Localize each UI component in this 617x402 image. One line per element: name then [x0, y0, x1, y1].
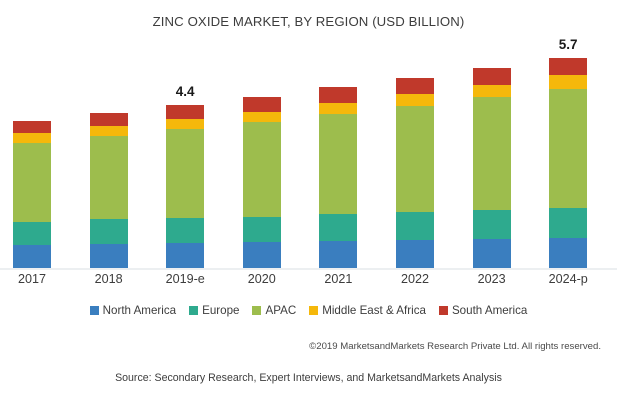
bar-stack	[89, 112, 128, 268]
legend-swatch-icon	[89, 306, 99, 315]
source-note: Source: Secondary Research, Expert Inter…	[115, 372, 502, 384]
bar-segment-middle-east-africa[interactable]	[13, 133, 51, 143]
bar-segment-middle-east-africa[interactable]	[89, 126, 128, 136]
legend-swatch-icon	[309, 306, 319, 315]
x-tick-2023: 2023	[477, 272, 506, 286]
bar-segment-europe[interactable]	[166, 218, 205, 243]
bar-group-2021[interactable]	[319, 87, 358, 268]
bar-segment-apac[interactable]	[89, 135, 128, 220]
bar-segment-apac[interactable]	[319, 114, 358, 215]
bar-segment-north-america[interactable]	[166, 243, 205, 268]
bar-segment-south-america[interactable]	[396, 77, 434, 95]
bar-segment-apac[interactable]	[396, 105, 434, 213]
bar-segment-south-america[interactable]	[319, 87, 358, 103]
bar-segment-north-america[interactable]	[396, 240, 434, 268]
bar-segment-middle-east-africa[interactable]	[472, 84, 511, 98]
chart-legend: North America Europe APAC Middle East & Afr…	[0, 304, 617, 317]
bar-segment-europe[interactable]	[472, 209, 511, 239]
bar-group-2024-p[interactable]: 5.7	[549, 37, 588, 268]
bar-group-2020[interactable]	[242, 97, 281, 268]
legend-label: North America	[102, 304, 177, 317]
bar-group-2019-e[interactable]: 4.4	[166, 84, 205, 268]
bar-group-2023[interactable]	[472, 67, 511, 268]
bar-segment-europe[interactable]	[242, 216, 281, 243]
legend-item-apac[interactable]: APAC	[252, 304, 296, 317]
bar-segment-north-america[interactable]	[89, 243, 128, 268]
bar-segment-europe[interactable]	[396, 212, 434, 241]
bar-group-2017[interactable]	[13, 120, 51, 268]
axis-baseline	[0, 268, 617, 270]
legend-label: South America	[451, 304, 528, 317]
x-tick-2018: 2018	[94, 272, 123, 286]
x-tick-2022: 2022	[400, 272, 430, 286]
bar-stack	[396, 77, 434, 268]
bar-group-2018[interactable]	[89, 112, 128, 268]
bar-segment-apac[interactable]	[166, 129, 205, 218]
legend-item-europe[interactable]: Europe	[189, 304, 239, 317]
bar-segment-europe[interactable]	[13, 221, 51, 245]
bar-segment-europe[interactable]	[89, 219, 128, 244]
bar-segment-apac[interactable]	[472, 97, 511, 210]
bar-segment-middle-east-africa[interactable]	[396, 94, 434, 106]
bar-segment-middle-east-africa[interactable]	[549, 75, 588, 89]
bar-segment-north-america[interactable]	[13, 244, 51, 268]
bar-segment-south-america[interactable]	[242, 97, 281, 112]
legend-item-south-america[interactable]: South America	[438, 304, 528, 317]
bar-segment-europe[interactable]	[549, 207, 588, 238]
x-tick-2020: 2020	[247, 272, 276, 286]
x-tick-2021: 2021	[324, 272, 353, 286]
bar-segment-north-america[interactable]	[319, 241, 358, 268]
bar-segment-north-america[interactable]	[242, 242, 281, 268]
legend-label: Middle East & Africa	[322, 304, 426, 317]
bar-stack	[242, 97, 281, 268]
x-tick-2017: 2017	[17, 272, 47, 286]
x-axis-tick-labels: 2017 2018 2019-e 2020 2021 2022 2023 2024-p	[0, 272, 617, 294]
x-tick-2019-e: 2019-e	[165, 272, 205, 286]
bar-segment-apac[interactable]	[13, 142, 51, 222]
bar-segment-south-america[interactable]	[89, 112, 128, 127]
bar-segment-south-america[interactable]	[166, 105, 205, 120]
bar-stack	[13, 120, 51, 268]
bar-segment-middle-east-africa[interactable]	[242, 111, 281, 123]
bar-segment-europe[interactable]	[319, 214, 358, 242]
bar-segment-apac[interactable]	[549, 88, 588, 208]
legend-swatch-icon	[189, 306, 199, 315]
legend-item-north-america[interactable]: North America	[89, 304, 177, 317]
bar-segment-middle-east-africa[interactable]	[319, 102, 358, 115]
legend-swatch-icon	[438, 306, 448, 315]
x-tick-2024-p: 2024-p	[548, 272, 588, 286]
bar-stack	[319, 87, 358, 268]
bar-segment-south-america[interactable]	[13, 120, 51, 134]
bar-stack	[549, 57, 588, 268]
copyright-note: ©2019 MarketsandMarkets Research Private…	[309, 341, 601, 352]
bar-segment-middle-east-africa[interactable]	[166, 119, 205, 130]
legend-label: Europe	[202, 304, 240, 317]
bar-group-2022[interactable]	[396, 77, 434, 268]
bar-value-label-2019-e: 4.4	[175, 84, 195, 100]
legend-swatch-icon	[252, 306, 262, 315]
bar-segment-south-america[interactable]	[472, 67, 511, 85]
bar-segment-north-america[interactable]	[549, 237, 588, 268]
legend-label: APAC	[265, 304, 297, 317]
bar-segment-apac[interactable]	[242, 122, 281, 217]
page-title: ZINC OXIDE MARKET, BY REGION (USD BILLIO…	[152, 14, 465, 29]
bar-value-label-2024-p: 5.7	[558, 36, 578, 52]
bar-segment-south-america[interactable]	[549, 57, 588, 76]
legend-item-middle-east-africa[interactable]: Middle East & Africa	[309, 304, 426, 317]
bar-stack	[472, 67, 511, 268]
plot-area: 4.4 5.7	[0, 37, 617, 270]
bar-stack	[166, 105, 205, 268]
bar-segment-north-america[interactable]	[472, 238, 511, 268]
